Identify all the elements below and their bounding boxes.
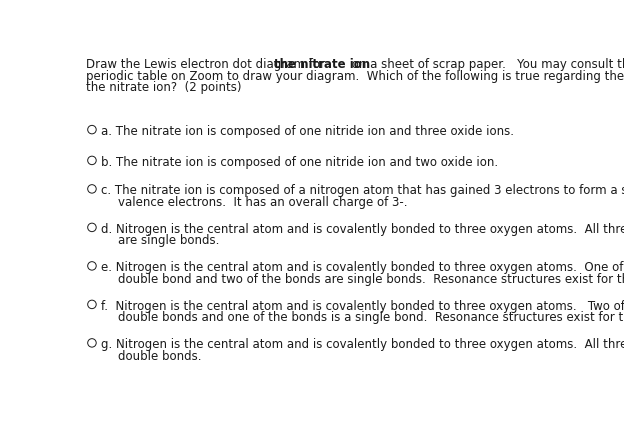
Text: double bonds.: double bonds. bbox=[119, 350, 202, 363]
Text: a. The nitrate ion is composed of one nitride ion and three oxide ions.: a. The nitrate ion is composed of one ni… bbox=[101, 125, 514, 138]
Text: e. Nitrogen is the central atom and is covalently bonded to three oxygen atoms. : e. Nitrogen is the central atom and is c… bbox=[101, 261, 624, 274]
Text: b. The nitrate ion is composed of one nitride ion and two oxide ion.: b. The nitrate ion is composed of one ni… bbox=[101, 156, 499, 169]
Text: Draw the Lewis electron dot diagram for: Draw the Lewis electron dot diagram for bbox=[85, 58, 328, 71]
Text: c. The nitrate ion is composed of a nitrogen atom that has gained 3 electrons to: c. The nitrate ion is composed of a nitr… bbox=[101, 184, 624, 197]
Text: valence electrons.  It has an overall charge of 3-.: valence electrons. It has an overall cha… bbox=[119, 196, 408, 209]
Text: d. Nitrogen is the central atom and is covalently bonded to three oxygen atoms. : d. Nitrogen is the central atom and is c… bbox=[101, 223, 624, 236]
Text: the nitrate ion?  (2 points): the nitrate ion? (2 points) bbox=[85, 81, 241, 94]
Text: double bond and two of the bonds are single bonds.  Resonance structures exist f: double bond and two of the bonds are sin… bbox=[119, 273, 624, 286]
Text: the nitrate ion: the nitrate ion bbox=[274, 58, 370, 71]
Text: f.  Nitrogen is the central atom and is covalently bonded to three oxygen atoms.: f. Nitrogen is the central atom and is c… bbox=[101, 300, 624, 313]
Text: periodic table on Zoom to draw your diagram.  Which of the following is true reg: periodic table on Zoom to draw your diag… bbox=[85, 70, 624, 83]
Text: g. Nitrogen is the central atom and is covalently bonded to three oxygen atoms. : g. Nitrogen is the central atom and is c… bbox=[101, 338, 624, 351]
Text: are single bonds.: are single bonds. bbox=[119, 234, 220, 248]
Text: double bonds and one of the bonds is a single bond.  Resonance structures exist : double bonds and one of the bonds is a s… bbox=[119, 311, 624, 324]
Text: on a sheet of scrap paper.   You may consult the: on a sheet of scrap paper. You may consu… bbox=[348, 58, 624, 71]
